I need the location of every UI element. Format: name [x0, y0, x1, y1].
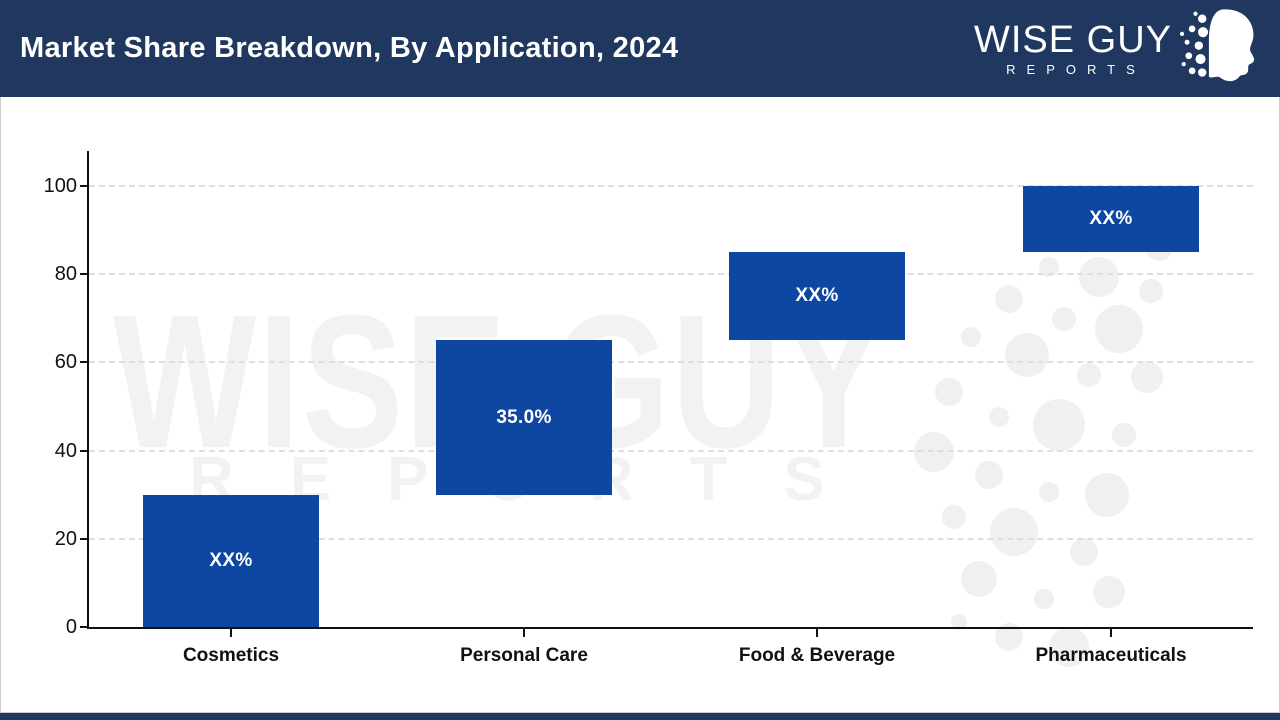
chart-area: WISE GUY REPORTS 020406080100XX%Cosmetic… [0, 97, 1280, 713]
x-axis-line [87, 627, 1253, 629]
y-axis-tick-label: 100 [43, 175, 77, 197]
y-axis-tick [80, 626, 88, 628]
watermark-head-pattern [914, 219, 1173, 667]
header-bar: Market Share Breakdown, By Application, … [0, 0, 1280, 97]
y-axis-tick-label: 20 [54, 527, 77, 550]
y-axis-tick-label: 40 [54, 439, 77, 462]
bar-personal-care: 35.0% [436, 340, 612, 495]
y-gridline [89, 273, 1253, 276]
x-axis-tick [523, 629, 525, 637]
x-axis-category-label: Personal Care [460, 645, 588, 666]
y-axis-tick [80, 449, 88, 452]
y-gridline [89, 185, 1253, 187]
x-axis-category-label: Cosmetics [182, 645, 280, 666]
y-axis-tick [80, 537, 88, 540]
bar-value-label: XX% [1089, 208, 1133, 230]
x-axis-tick [1110, 629, 1112, 637]
logo-wiseguy-text: WISE GUY [973, 19, 1172, 61]
y-axis-tick-label: 80 [54, 263, 77, 286]
x-axis-tick [816, 629, 818, 637]
y-gridline [89, 361, 1253, 364]
y-axis-tick [80, 361, 88, 364]
bar-pharmaceuticals: XX% [1023, 186, 1199, 253]
x-axis-category-label: Food & Beverage [738, 645, 896, 666]
y-axis-tick [80, 273, 88, 276]
y-gridline [89, 537, 1253, 540]
y-axis-line [87, 150, 89, 629]
logo-head-icon [1179, 8, 1255, 81]
logo-reports-text: REPORTS [1006, 62, 1146, 77]
y-gridline [89, 449, 1253, 452]
wiseguy-logo: WISE GUY REPORTS [974, 7, 1262, 91]
bar-value-label: XX% [209, 549, 253, 571]
y-axis-tick-label: 60 [54, 351, 77, 374]
bar-food-beverage: XX% [729, 252, 905, 341]
x-axis-category-label: Pharmaceuticals [1035, 645, 1187, 666]
page-title: Market Share Breakdown, By Application, … [20, 32, 679, 64]
footer-bar [0, 713, 1280, 720]
bar-value-label: 35.0% [496, 406, 552, 428]
y-axis-tick [80, 185, 88, 187]
x-axis-tick [230, 629, 232, 637]
bar-value-label: XX% [795, 285, 839, 307]
y-axis-tick-label: 0 [65, 616, 77, 638]
logo-text: WISE GUY REPORTS [974, 21, 1172, 76]
bar-cosmetics: XX% [143, 494, 319, 627]
